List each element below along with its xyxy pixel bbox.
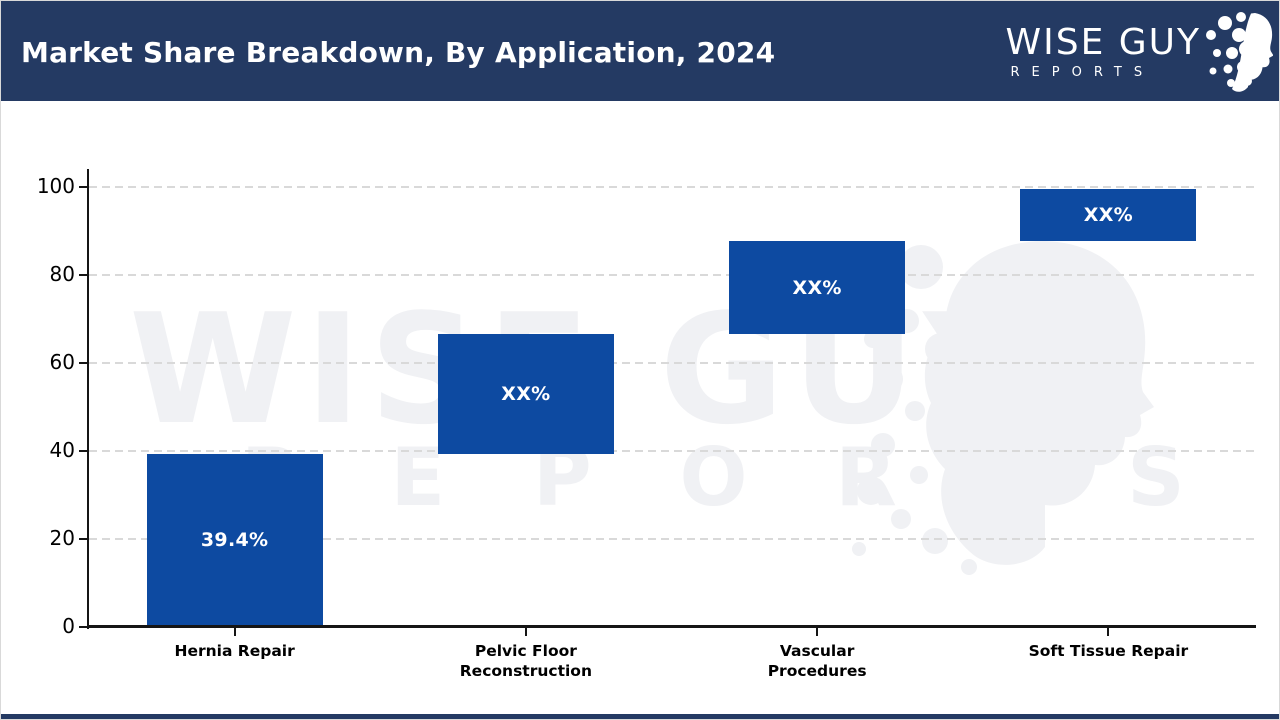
bar-segment: XX% [437, 333, 614, 454]
gridline-20 [89, 538, 1254, 540]
y-axis-tick-mark [79, 626, 87, 628]
bar-segment: XX% [729, 241, 906, 334]
x-axis-tick-mark [524, 628, 527, 636]
y-axis-tick-label: 100 [36, 174, 75, 198]
logo-head-icon [1206, 12, 1273, 92]
bar-value-label: XX% [501, 382, 551, 405]
wise-guy-logo: WISE GUY REPORTS [1005, 9, 1273, 95]
logo-wordmark: WISE GUY [1005, 22, 1201, 63]
bar-segment: 39.4% [146, 453, 323, 627]
y-axis-tick-label: 60 [49, 350, 75, 374]
y-axis-tick-mark [79, 362, 87, 364]
logo-subtext: REPORTS [1010, 65, 1155, 80]
y-axis-tick-label: 0 [62, 614, 75, 638]
y-axis-tick-label: 20 [49, 526, 75, 550]
gridline-40 [89, 450, 1254, 452]
footer-bar [1, 714, 1279, 719]
bar-segment: XX% [1020, 189, 1197, 242]
logo-text: WISE GUY REPORTS [1005, 22, 1202, 81]
gridline-80 [89, 274, 1254, 276]
x-axis-category-label: Soft Tissue Repair [1028, 642, 1189, 660]
x-axis-tick-mark [233, 628, 236, 636]
chart-area: WISE GUY R E P O R T S [1, 101, 1279, 716]
y-axis-line [87, 169, 89, 629]
gridline-100 [89, 186, 1254, 188]
x-axis-category-label: Vascular Procedures [767, 642, 867, 680]
x-axis-tick-mark [816, 628, 819, 636]
y-axis-tick-mark [79, 186, 87, 188]
bar-value-label: XX% [792, 276, 842, 299]
y-axis-tick-label: 80 [49, 262, 75, 286]
x-axis-category-label: Pelvic Floor Reconstruction [459, 642, 592, 680]
y-axis-tick-mark [79, 274, 87, 276]
y-axis-tick-mark [79, 538, 87, 540]
x-axis-tick-mark [1107, 628, 1110, 636]
x-axis-category-label: Hernia Repair [174, 642, 295, 660]
gridline-60 [89, 362, 1254, 364]
bar-value-label: 39.4% [200, 529, 269, 552]
header-banner: Market Share Breakdown, By Application, … [1, 1, 1279, 101]
y-axis-tick-label: 40 [49, 438, 75, 462]
bar-value-label: XX% [1083, 204, 1133, 227]
y-axis-tick-mark [79, 450, 87, 452]
x-axis-line [87, 625, 1256, 628]
chart-title: Market Share Breakdown, By Application, … [21, 36, 776, 69]
watermark-head-icon [852, 241, 1154, 575]
